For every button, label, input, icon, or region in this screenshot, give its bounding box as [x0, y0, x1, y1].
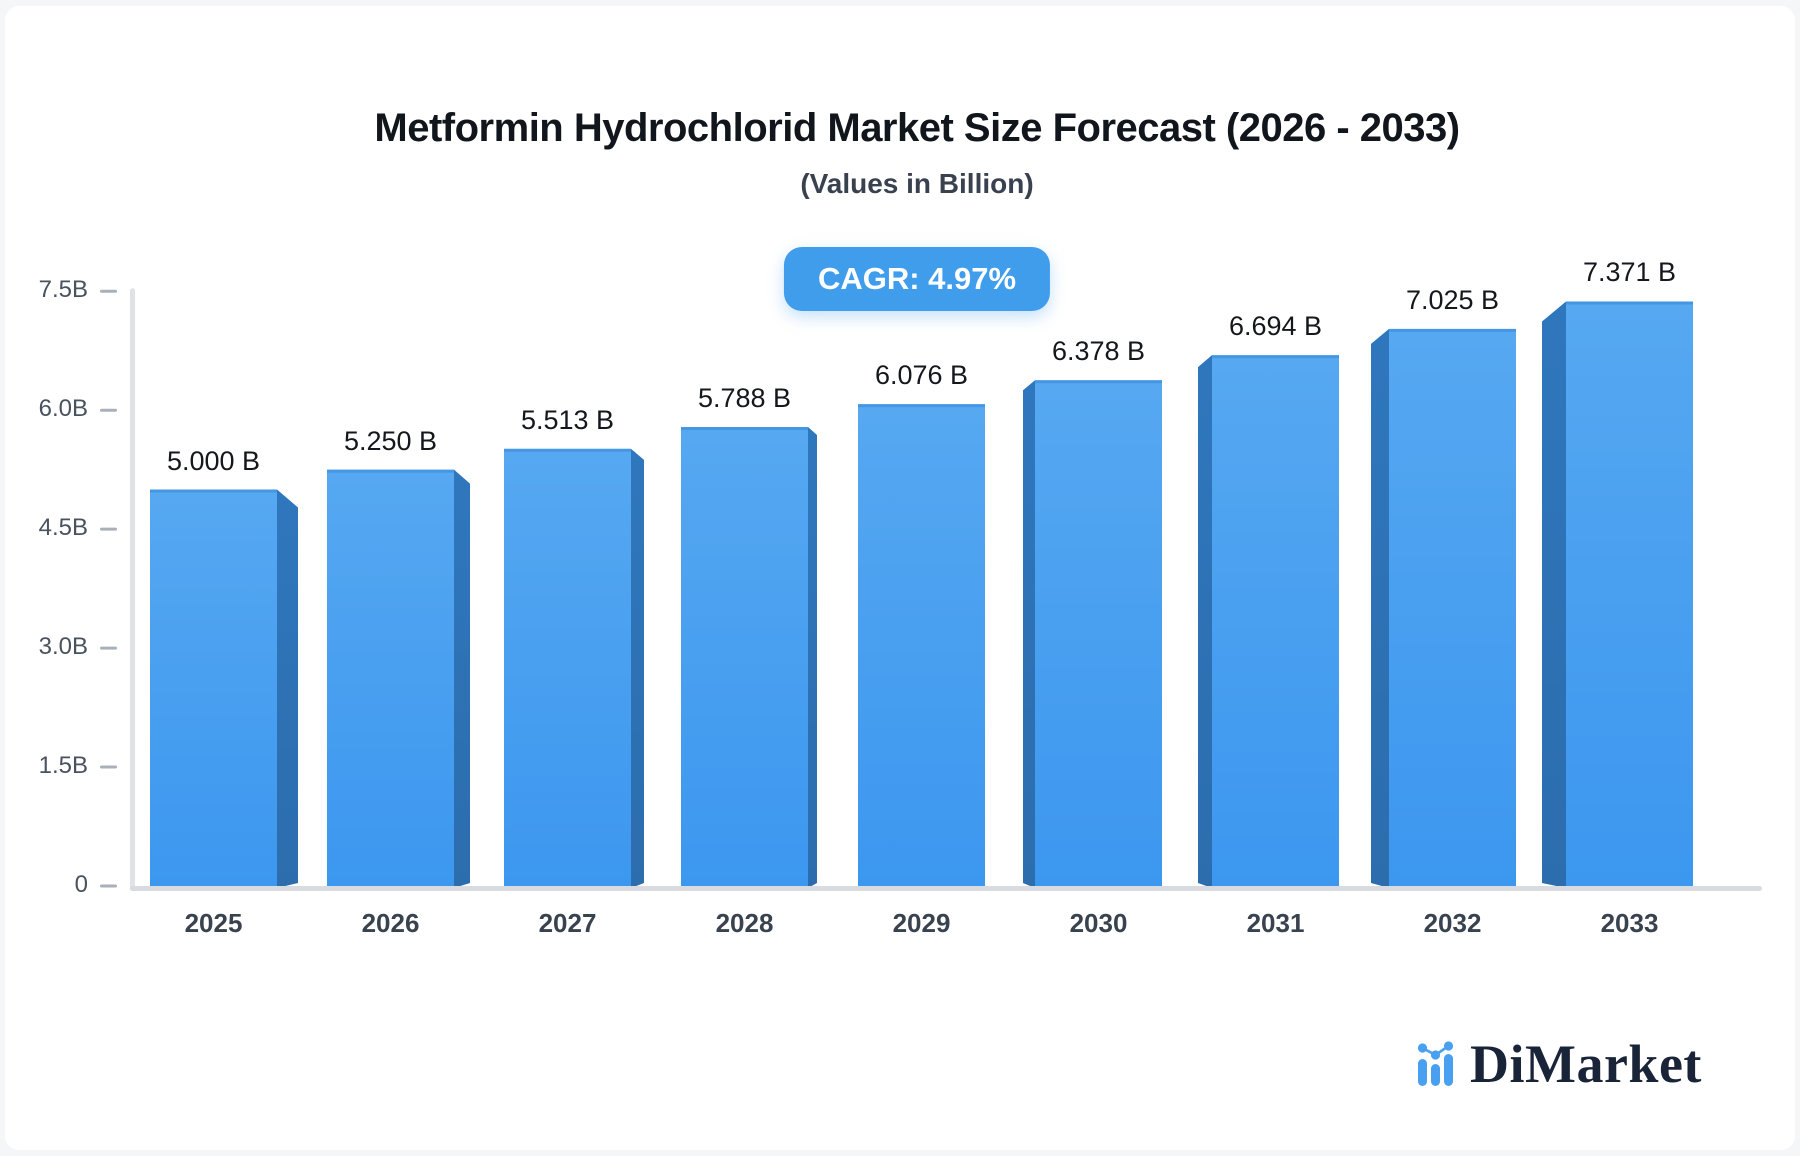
cagr-badge: CAGR: 4.97% — [783, 247, 1051, 311]
y-axis-tick-label: 6.0B — [38, 395, 88, 423]
bar-value-label: 5.000 B — [166, 445, 261, 476]
bar-side-face — [1371, 328, 1389, 889]
x-axis-category-label: 2027 — [538, 908, 597, 938]
bar-side-face — [1542, 301, 1566, 888]
bar-value-label: 7.371 B — [1582, 257, 1677, 288]
axis-group — [100, 288, 1762, 891]
bar-side-face — [631, 448, 644, 888]
bar-value-label: 7.025 B — [1405, 284, 1500, 315]
bar-2029 — [858, 404, 985, 888]
x-axis-category-label: 2026 — [361, 908, 420, 938]
chart-subtitle: (Values in Billion) — [800, 168, 1034, 199]
bar-side-face — [454, 469, 470, 888]
bar-value-label: 6.076 B — [874, 360, 969, 391]
y-axis-tick-label: 0 — [74, 871, 88, 898]
mini-bar-line-chart-icon — [1417, 1041, 1454, 1086]
y-axis-tick-label: 3.0B — [38, 633, 88, 661]
y-axis-tick-label: 7.5B — [38, 276, 88, 304]
brand-logo: DiMarket — [1416, 1034, 1702, 1094]
bar-side-face — [808, 427, 817, 888]
x-axis-category-label: 2025 — [184, 908, 243, 938]
chart-title: Metformin Hydrochlorid Market Size Forec… — [374, 106, 1460, 150]
x-axis-category-label: 2032 — [1423, 908, 1482, 938]
y-axis-tick-label: 4.5B — [38, 514, 88, 542]
bar-side-face — [1198, 355, 1212, 889]
bar-value-label: 6.378 B — [1051, 336, 1146, 367]
bar-2025 — [150, 489, 277, 888]
x-axis-category-label: 2033 — [1600, 908, 1659, 938]
bars-group — [150, 301, 1693, 889]
bar-2033 — [1566, 301, 1693, 888]
x-axis-category-label: 2030 — [1069, 908, 1128, 938]
bar-2027 — [504, 448, 631, 888]
bar-side-face — [1023, 380, 1035, 888]
bar-side-face — [277, 489, 298, 888]
bar-2030 — [1035, 380, 1162, 888]
bar-2031 — [1212, 355, 1339, 889]
bar-2026 — [327, 469, 454, 888]
bar-value-label: 5.513 B — [520, 404, 615, 435]
bar-2028 — [681, 427, 808, 888]
bar-2032 — [1389, 328, 1516, 889]
x-axis-category-label: 2031 — [1246, 908, 1305, 938]
y-axis-tick-label: 1.5B — [38, 752, 88, 780]
bar-value-label: 6.694 B — [1228, 311, 1323, 342]
bar-value-label: 5.788 B — [697, 383, 792, 413]
x-axis-category-label: 2029 — [892, 908, 951, 938]
brand-logo-text: DiMarket — [1470, 1034, 1702, 1094]
x-axis-category-label: 2028 — [715, 908, 774, 938]
bar-value-label: 5.250 B — [343, 425, 438, 456]
